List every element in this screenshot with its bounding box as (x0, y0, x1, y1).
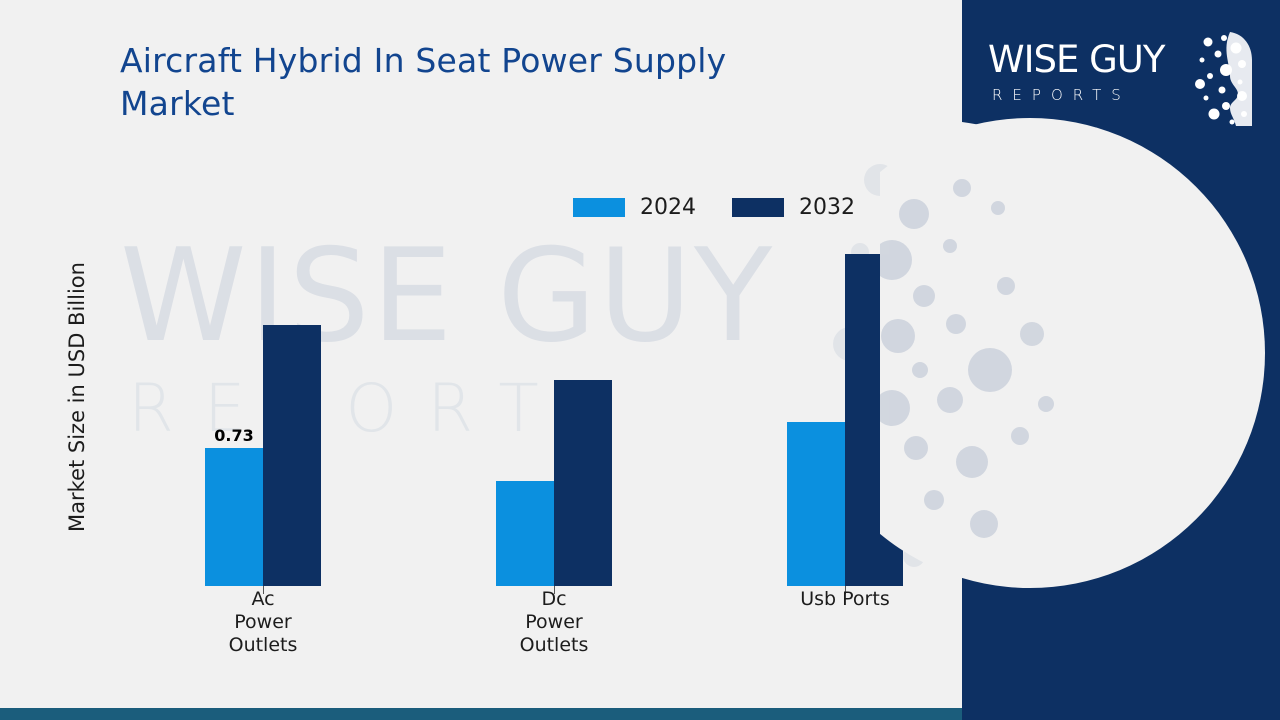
x-axis-category-usb-ports: Usb Ports (760, 588, 930, 611)
logo-tagline: REPORTS (992, 86, 1131, 104)
chart-legend: 2024 2032 (573, 194, 855, 220)
bottom-accent-strip (0, 708, 962, 720)
x-axis-category-ac-power-outlets: Ac Power Outlets (178, 588, 348, 658)
bar-2032-ac-power-outlets[interactable] (263, 325, 321, 586)
category-line: Usb Ports (800, 588, 890, 610)
legend-item-2032[interactable]: 2032 (732, 195, 855, 220)
logo-wordmark: WISE GUY (988, 38, 1165, 81)
plot-area: 0.73 (120, 140, 920, 594)
page-title: Aircraft Hybrid In Seat Power Supply Mar… (120, 41, 727, 123)
dotted-head-icon (1195, 32, 1252, 126)
category-line: Outlets (228, 634, 298, 657)
bar-2024-dc-power-outlets[interactable] (496, 481, 554, 586)
category-line: Outlets (519, 634, 589, 657)
x-axis-tick (554, 586, 555, 594)
brand-logo[interactable]: WISE GUY REPORTS (988, 32, 1252, 126)
category-line: Power (234, 611, 292, 634)
x-axis-tick (845, 586, 846, 594)
legend-item-2024[interactable]: 2024 (573, 195, 696, 220)
bar-2024-usb-ports[interactable] (787, 422, 845, 586)
y-axis-label: Market Size in USD Billion (65, 262, 89, 532)
category-line: Power (525, 611, 583, 634)
chart-area: Market Size in USD Billion 2024 2032 0.7… (65, 140, 930, 658)
legend-label-2032: 2032 (799, 194, 855, 220)
legend-label-2024: 2024 (640, 194, 696, 220)
bar-value-label: 0.73 (214, 426, 254, 445)
legend-swatch-2032 (732, 197, 784, 217)
legend-swatch-2024 (573, 197, 625, 217)
bar-2024-ac-power-outlets[interactable]: 0.73 (205, 426, 263, 586)
x-axis-category-dc-power-outlets: Dc Power Outlets (469, 588, 639, 658)
bar-2032-usb-ports[interactable] (845, 254, 903, 586)
category-line: Ac (251, 588, 275, 610)
bar-2032-dc-power-outlets[interactable] (554, 380, 612, 586)
category-line: Dc (541, 588, 567, 610)
x-axis-tick (263, 586, 264, 594)
